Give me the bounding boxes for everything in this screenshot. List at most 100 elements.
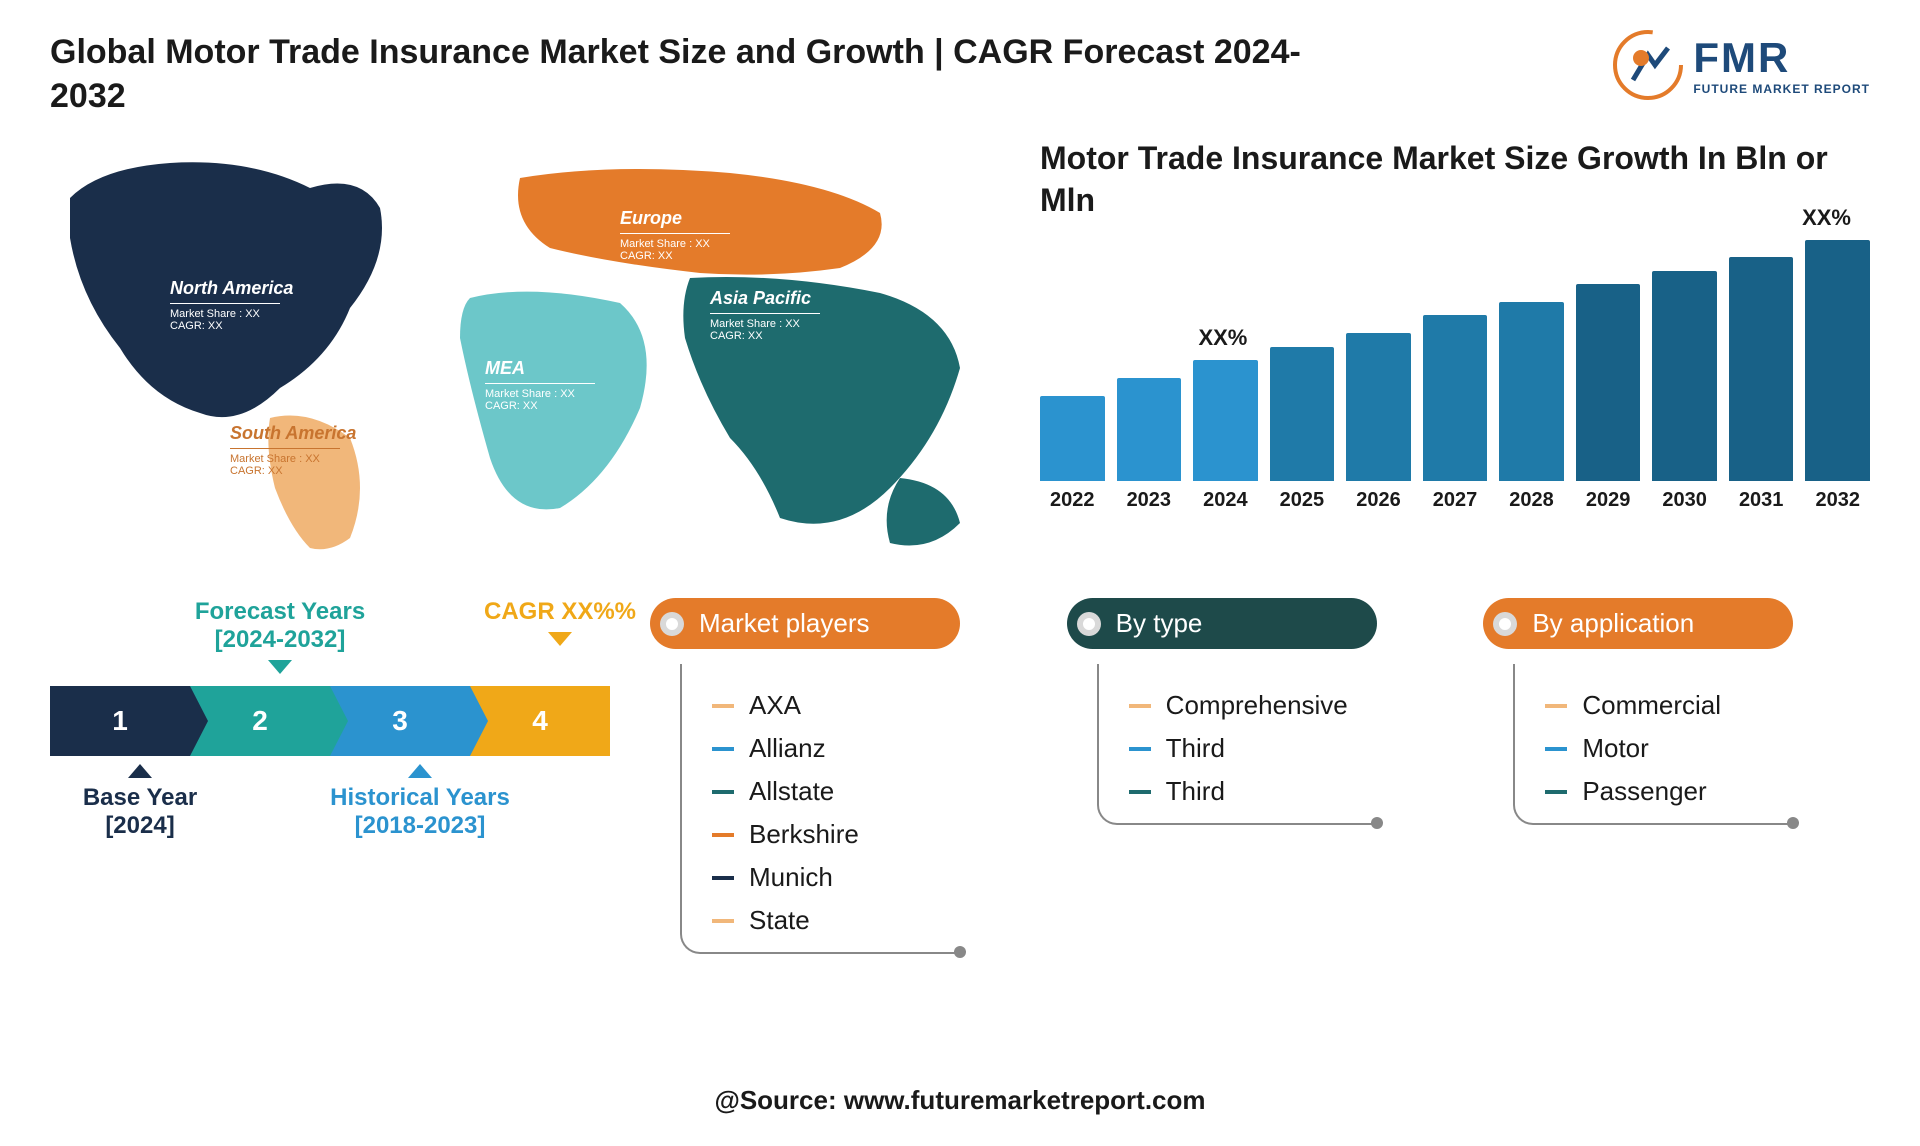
region-name: MEA	[485, 358, 595, 379]
region-name: Europe	[620, 208, 730, 229]
category-item: AXA	[712, 684, 960, 727]
bar-group: 2026	[1346, 333, 1411, 511]
region-share: Market Share : XX	[170, 308, 293, 320]
tick-icon	[1545, 704, 1567, 708]
category-item-label: Allianz	[749, 733, 826, 764]
bullet-icon	[1077, 612, 1101, 636]
bar-label: 2026	[1356, 489, 1401, 512]
category-item: Allstate	[712, 770, 960, 813]
bar-group: 2024	[1193, 360, 1258, 512]
bar	[1423, 315, 1488, 480]
region-label-north_america: North America Market Share : XX CAGR: XX	[170, 278, 293, 332]
category-bracket: Comprehensive Third Third	[1097, 664, 1377, 825]
bar-label: 2028	[1509, 489, 1554, 512]
tick-icon	[712, 833, 734, 837]
tick-icon	[1129, 704, 1151, 708]
tick-icon	[1545, 747, 1567, 751]
bar-label: 2032	[1815, 489, 1860, 512]
category-item-label: Commercial	[1582, 690, 1721, 721]
source-attribution: @Source: www.futuremarketreport.com	[0, 1085, 1920, 1116]
bar-chart: Motor Trade Insurance Market Size Growth…	[1040, 138, 1870, 558]
region-cagr: CAGR: XX	[710, 330, 820, 342]
bar-group: 2032	[1805, 240, 1870, 512]
category-item-label: Allstate	[749, 776, 834, 807]
bar-label: 2022	[1050, 489, 1095, 512]
region-label-mea: MEA Market Share : XX CAGR: XX	[485, 358, 595, 412]
tick-icon	[1545, 790, 1567, 794]
bar	[1270, 347, 1335, 481]
region-share: Market Share : XX	[230, 453, 356, 465]
bar	[1805, 240, 1870, 481]
tick-icon	[712, 919, 734, 923]
region-cagr: CAGR: XX	[230, 465, 356, 477]
category-item: Comprehensive	[1129, 684, 1377, 727]
category-item-label: Third	[1166, 776, 1225, 807]
region-name: North America	[170, 278, 293, 299]
timeline-segment-1: 1	[50, 686, 190, 756]
timeline-segment-3: 3	[330, 686, 470, 756]
category-list: Commercial Motor Passenger	[1545, 684, 1793, 813]
category-item: Commercial	[1545, 684, 1793, 727]
bar	[1576, 284, 1641, 480]
region-cagr: CAGR: XX	[485, 400, 595, 412]
category-item: Allianz	[712, 727, 960, 770]
bar-label: 2031	[1739, 489, 1784, 512]
bar	[1729, 257, 1794, 480]
header: Global Motor Trade Insurance Market Size…	[50, 30, 1870, 118]
map-svg	[50, 138, 1000, 558]
region-share: Market Share : XX	[485, 388, 595, 400]
region-cagr: CAGR: XX	[620, 250, 730, 262]
region-share: Market Share : XX	[710, 318, 820, 330]
bar-label: 2029	[1586, 489, 1631, 512]
bar	[1117, 378, 1182, 481]
category-list: AXA Allianz Allstate Berkshire Munich State	[712, 684, 960, 942]
category-title: By application	[1532, 608, 1694, 639]
category-item: Munich	[712, 856, 960, 899]
category-item: Third	[1129, 770, 1377, 813]
bar-label: 2023	[1127, 489, 1172, 512]
logo-main-text: FMR	[1693, 34, 1870, 82]
bullet-icon	[1493, 612, 1517, 636]
category-item: State	[712, 899, 960, 942]
bar-annotation: XX%	[1198, 325, 1247, 351]
timeline-label-2: Forecast Years[2024-2032]	[190, 598, 370, 674]
timeline-label-4: CAGR XX%%	[470, 598, 650, 646]
bar-label: 2024	[1203, 489, 1248, 512]
tick-icon	[1129, 747, 1151, 751]
category-item: Berkshire	[712, 813, 960, 856]
category-item-label: Berkshire	[749, 819, 859, 850]
tick-icon	[712, 747, 734, 751]
timeline-label-3: Historical Years[2018-2023]	[330, 764, 510, 840]
category-item-label: Passenger	[1582, 776, 1706, 807]
region-share: Market Share : XX	[620, 238, 730, 250]
bar-group: 2025	[1270, 347, 1335, 512]
category-item: Third	[1129, 727, 1377, 770]
bar-group: 2027	[1423, 315, 1488, 511]
bar-group: 2023	[1117, 378, 1182, 512]
category-title: Market players	[699, 608, 870, 639]
bar-group: 2031	[1729, 257, 1794, 511]
category-bracket: Commercial Motor Passenger	[1513, 664, 1793, 825]
category-item-label: Motor	[1582, 733, 1648, 764]
region-name: South America	[230, 423, 356, 444]
world-map: North America Market Share : XX CAGR: XX…	[50, 138, 1000, 558]
bar	[1346, 333, 1411, 480]
logo-icon	[1613, 30, 1683, 100]
tick-icon	[712, 704, 734, 708]
bar	[1499, 302, 1564, 481]
region-name: Asia Pacific	[710, 288, 820, 309]
bar-group: 2029	[1576, 284, 1641, 511]
bullet-icon	[660, 612, 684, 636]
category-box: By type ComprehensiveThirdThird	[1067, 598, 1454, 954]
timeline-label-1: Base Year[2024]	[50, 764, 230, 840]
bar-annotation: XX%	[1802, 205, 1851, 231]
category-list: Comprehensive Third Third	[1129, 684, 1377, 813]
category-item-label: Third	[1166, 733, 1225, 764]
category-item: Passenger	[1545, 770, 1793, 813]
timeline-segment-2: 2	[190, 686, 330, 756]
region-label-europe: Europe Market Share : XX CAGR: XX	[620, 208, 730, 262]
category-item-label: State	[749, 905, 810, 936]
bar	[1652, 271, 1717, 481]
logo-sub-text: FUTURE MARKET REPORT	[1693, 82, 1870, 96]
bar	[1040, 396, 1105, 481]
